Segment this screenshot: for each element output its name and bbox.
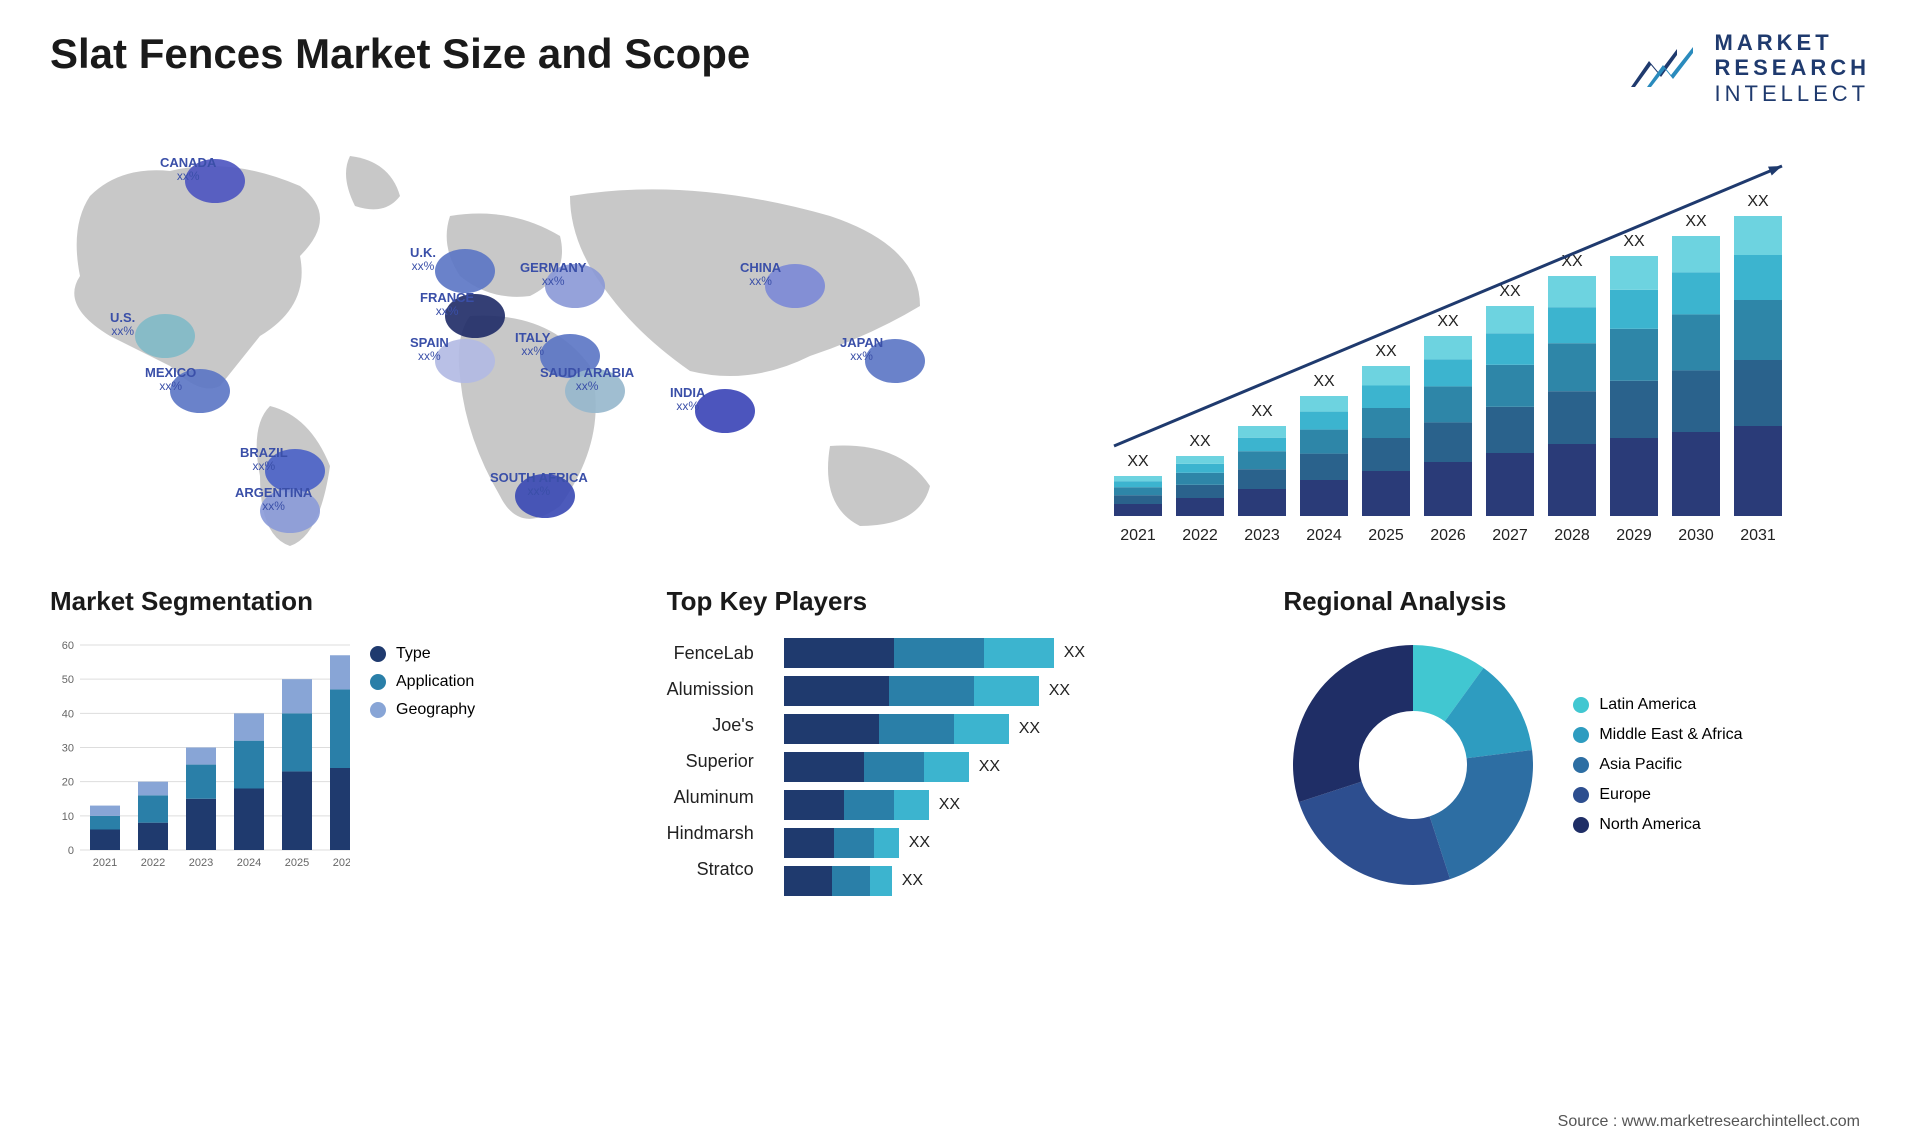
svg-text:XX: XX — [1375, 343, 1397, 360]
svg-text:30: 30 — [62, 742, 74, 754]
svg-text:2029: 2029 — [1616, 527, 1652, 544]
page-title: Slat Fences Market Size and Scope — [50, 30, 750, 78]
svg-text:2024: 2024 — [237, 857, 261, 869]
map-country-label: JAPANxx% — [840, 336, 883, 363]
region-legend-item: Latin America — [1573, 696, 1742, 714]
svg-text:2023: 2023 — [189, 857, 213, 869]
svg-text:2025: 2025 — [285, 857, 309, 869]
region-legend-item: Europe — [1573, 786, 1742, 804]
svg-text:XX: XX — [1685, 213, 1707, 230]
player-name: Aluminum — [667, 779, 754, 815]
map-country-label: SPAINxx% — [410, 336, 449, 363]
key-players-panel: Top Key Players FenceLabAlumissionJoe'sS… — [667, 586, 1254, 901]
svg-text:2031: 2031 — [1740, 527, 1776, 544]
svg-text:XX: XX — [1251, 403, 1273, 420]
map-country-label: ARGENTINAxx% — [235, 486, 312, 513]
svg-text:2025: 2025 — [1368, 527, 1404, 544]
key-players-title: Top Key Players — [667, 586, 1254, 617]
svg-text:XX: XX — [1747, 193, 1769, 210]
player-bar-row: XX — [784, 749, 1104, 785]
map-country-label: INDIAxx% — [670, 386, 705, 413]
player-bar-row: XX — [784, 635, 1104, 671]
map-country-label: U.S.xx% — [110, 311, 135, 338]
segmentation-legend-item: Type — [370, 645, 475, 663]
svg-text:0: 0 — [68, 845, 74, 857]
svg-text:20: 20 — [62, 777, 74, 789]
regional-donut-chart — [1283, 635, 1543, 895]
segmentation-legend-item: Application — [370, 673, 475, 691]
player-name: Joe's — [667, 707, 754, 743]
svg-text:2021: 2021 — [93, 857, 117, 869]
players-bar-chart: XX XX XX XX XX XX XX — [784, 635, 1104, 901]
svg-text:XX: XX — [1189, 433, 1211, 450]
svg-text:2026: 2026 — [1430, 527, 1466, 544]
player-bar-row: XX — [784, 711, 1104, 747]
world-map: CANADAxx% U.S.xx% MEXICOxx% BRAZILxx% ARGENT… — [50, 136, 990, 556]
svg-text:2024: 2024 — [1306, 527, 1342, 544]
svg-text:40: 40 — [62, 708, 74, 720]
player-name: Superior — [667, 743, 754, 779]
regional-legend: Latin America Middle East & Africa Asia Pa… — [1573, 684, 1742, 846]
player-value: XX — [909, 834, 930, 852]
svg-text:2021: 2021 — [1120, 527, 1156, 544]
svg-text:2022: 2022 — [1182, 527, 1218, 544]
segmentation-title: Market Segmentation — [50, 586, 637, 617]
svg-text:XX: XX — [1623, 233, 1645, 250]
region-legend-item: North America — [1573, 816, 1742, 834]
svg-text:XX: XX — [1127, 453, 1149, 470]
player-value: XX — [1064, 644, 1085, 662]
segmentation-legend-item: Geography — [370, 701, 475, 719]
map-country-label: CHINAxx% — [740, 261, 781, 288]
player-value: XX — [902, 872, 923, 890]
segmentation-chart: 0 10 20 30 40 50 60 2021 2022 2023 2024 2025 2026 — [50, 635, 350, 875]
svg-text:10: 10 — [62, 811, 74, 823]
player-name: Alumission — [667, 671, 754, 707]
svg-text:XX: XX — [1437, 313, 1459, 330]
player-value: XX — [979, 758, 1000, 776]
map-country-label: FRANCExx% — [420, 291, 474, 318]
regional-panel: Regional Analysis Latin America Middle Ea… — [1283, 586, 1870, 901]
svg-text:50: 50 — [62, 674, 74, 686]
players-name-list: FenceLabAlumissionJoe'sSuperiorAluminumH… — [667, 635, 754, 901]
segmentation-panel: Market Segmentation 0 10 20 30 40 50 60 2021 202… — [50, 586, 637, 901]
region-legend-item: Asia Pacific — [1573, 756, 1742, 774]
map-country-label: GERMANYxx% — [520, 261, 586, 288]
player-name: FenceLab — [667, 635, 754, 671]
map-country-label: MEXICOxx% — [145, 366, 196, 393]
player-bar-row: XX — [784, 787, 1104, 823]
region-legend-item: Middle East & Africa — [1573, 726, 1742, 744]
logo-text: MARKET RESEARCH INTELLECT — [1715, 30, 1870, 106]
logo-icon — [1629, 43, 1703, 93]
svg-text:60: 60 — [62, 640, 74, 652]
svg-text:XX: XX — [1313, 373, 1335, 390]
svg-text:2027: 2027 — [1492, 527, 1528, 544]
brand-logo: MARKET RESEARCH INTELLECT — [1629, 30, 1870, 106]
player-value: XX — [1049, 682, 1070, 700]
map-country-label: CANADAxx% — [160, 156, 216, 183]
map-country-label: SAUDI ARABIAxx% — [540, 366, 634, 393]
map-country-label: SOUTH AFRICAxx% — [490, 471, 588, 498]
svg-text:XX: XX — [1499, 283, 1521, 300]
svg-text:2028: 2028 — [1554, 527, 1590, 544]
segmentation-legend: Type Application Geography — [370, 635, 475, 729]
growth-bar-chart: XX 2021 XX 2022 XX 2023 XX 2024 XX 2025 XX 2026 XX 20… — [1030, 136, 1870, 556]
player-value: XX — [939, 796, 960, 814]
svg-text:2023: 2023 — [1244, 527, 1280, 544]
map-country-label: BRAZILxx% — [240, 446, 288, 473]
player-bar-row: XX — [784, 863, 1104, 899]
svg-text:2026: 2026 — [333, 857, 350, 869]
map-country-label: U.K.xx% — [410, 246, 436, 273]
player-value: XX — [1019, 720, 1040, 738]
map-country-label: ITALYxx% — [515, 331, 550, 358]
svg-text:2022: 2022 — [141, 857, 165, 869]
player-name: Stratco — [667, 851, 754, 887]
source-attribution: Source : www.marketresearchintellect.com — [1558, 1113, 1860, 1131]
player-bar-row: XX — [784, 825, 1104, 861]
player-name: Hindmarsh — [667, 815, 754, 851]
player-bar-row: XX — [784, 673, 1104, 709]
regional-title: Regional Analysis — [1283, 586, 1870, 617]
svg-text:2030: 2030 — [1678, 527, 1714, 544]
